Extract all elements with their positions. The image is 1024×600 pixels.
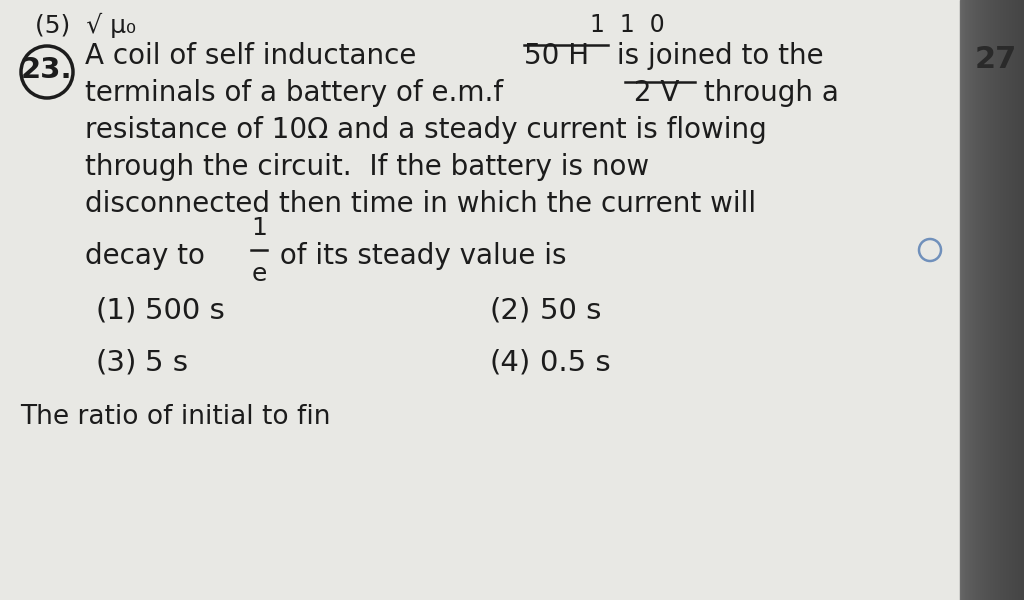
Text: (3): (3) xyxy=(95,349,136,377)
Text: 50 H: 50 H xyxy=(524,42,589,70)
Text: 500 s: 500 s xyxy=(145,297,224,325)
Text: of its steady value is: of its steady value is xyxy=(271,242,566,270)
Text: The ratio of initial to fin: The ratio of initial to fin xyxy=(20,404,331,430)
Text: disconnected then time in which the current will: disconnected then time in which the curr… xyxy=(85,190,756,218)
Text: e: e xyxy=(252,262,267,286)
Text: (2): (2) xyxy=(490,297,531,325)
Text: terminals of a battery of e.m.f: terminals of a battery of e.m.f xyxy=(85,79,503,107)
Text: 23.: 23. xyxy=(22,56,73,84)
Text: A coil of self inductance: A coil of self inductance xyxy=(85,42,425,70)
Text: (4): (4) xyxy=(490,349,531,377)
Text: 1  1  0: 1 1 0 xyxy=(590,13,665,37)
Text: 27: 27 xyxy=(975,45,1017,74)
Text: 50 s: 50 s xyxy=(540,297,601,325)
Text: 1: 1 xyxy=(251,216,267,240)
Text: through a: through a xyxy=(694,79,839,107)
Text: through the circuit.  If the battery is now: through the circuit. If the battery is n… xyxy=(85,153,649,181)
Text: 5 s: 5 s xyxy=(145,349,188,377)
Text: 0.5 s: 0.5 s xyxy=(540,349,610,377)
Text: is joined to the: is joined to the xyxy=(608,42,823,70)
Text: (5)  √ μ₀: (5) √ μ₀ xyxy=(35,13,136,38)
Text: (1): (1) xyxy=(95,297,136,325)
Text: resistance of 10Ω and a steady current is flowing: resistance of 10Ω and a steady current i… xyxy=(85,116,767,144)
Text: 2 V: 2 V xyxy=(625,79,679,107)
Text: decay to: decay to xyxy=(85,242,214,270)
